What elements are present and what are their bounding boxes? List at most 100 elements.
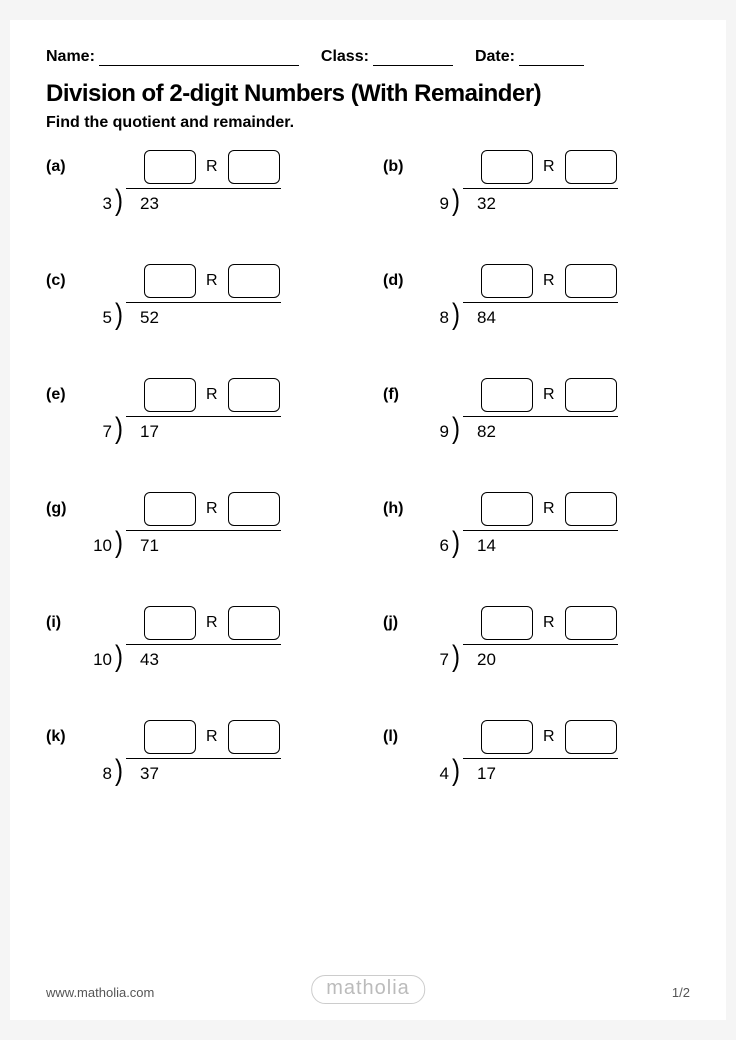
divisor: 5: [84, 308, 112, 328]
division-bracket: ): [452, 186, 460, 216]
remainder-box[interactable]: [565, 378, 617, 412]
vinculum-line: [126, 644, 281, 645]
remainder-box[interactable]: [228, 150, 280, 184]
quotient-box[interactable]: [144, 606, 196, 640]
division-bracket: ): [452, 528, 460, 558]
vinculum-line: [463, 302, 618, 303]
problem-label: (f): [383, 378, 411, 404]
problem-label: (b): [383, 150, 411, 176]
problem: (f) R ) 9 82: [383, 378, 690, 456]
vinculum-line: [126, 758, 281, 759]
problem: (k) R ) 8 37: [46, 720, 353, 798]
division-layout: R ) 10 71: [84, 492, 314, 570]
divisor: 9: [421, 194, 449, 214]
instruction-text: Find the quotient and remainder.: [46, 114, 690, 132]
remainder-box[interactable]: [565, 606, 617, 640]
remainder-box[interactable]: [565, 150, 617, 184]
divisor: 3: [84, 194, 112, 214]
page-number: 1/2: [672, 985, 690, 1000]
problem-label: (a): [46, 150, 74, 176]
remainder-box[interactable]: [228, 378, 280, 412]
remainder-label: R: [543, 500, 555, 518]
problem: (e) R ) 7 17: [46, 378, 353, 456]
problem-label: (i): [46, 606, 74, 632]
vinculum-line: [126, 302, 281, 303]
division-layout: R ) 5 52: [84, 264, 314, 342]
vinculum-line: [463, 530, 618, 531]
problems-grid: (a) R ) 3 23 (b) R ): [46, 150, 690, 798]
division-bracket: ): [452, 756, 460, 786]
division-bracket: ): [115, 756, 123, 786]
division-bracket: ): [452, 300, 460, 330]
quotient-box[interactable]: [481, 606, 533, 640]
date-label: Date:: [475, 48, 515, 66]
answer-row: R: [144, 492, 280, 526]
division-layout: R ) 9 82: [421, 378, 651, 456]
vinculum-line: [463, 416, 618, 417]
vinculum-line: [126, 188, 281, 189]
division-layout: R ) 8 84: [421, 264, 651, 342]
remainder-box[interactable]: [228, 720, 280, 754]
name-label: Name:: [46, 48, 95, 66]
quotient-box[interactable]: [481, 150, 533, 184]
remainder-box[interactable]: [565, 720, 617, 754]
class-input-line[interactable]: [373, 48, 453, 66]
quotient-box[interactable]: [144, 720, 196, 754]
remainder-box[interactable]: [228, 606, 280, 640]
problem-label: (c): [46, 264, 74, 290]
division-layout: R ) 7 17: [84, 378, 314, 456]
dividend: 37: [140, 764, 159, 784]
problem-label: (k): [46, 720, 74, 746]
remainder-label: R: [543, 158, 555, 176]
vinculum-line: [463, 188, 618, 189]
remainder-label: R: [206, 272, 218, 290]
division-layout: R ) 6 14: [421, 492, 651, 570]
remainder-box[interactable]: [565, 264, 617, 298]
answer-row: R: [144, 378, 280, 412]
quotient-box[interactable]: [481, 720, 533, 754]
divisor: 9: [421, 422, 449, 442]
remainder-label: R: [206, 158, 218, 176]
quotient-box[interactable]: [144, 264, 196, 298]
division-bracket: ): [115, 642, 123, 672]
vinculum-line: [463, 644, 618, 645]
divisor: 10: [84, 650, 112, 670]
division-bracket: ): [115, 414, 123, 444]
problem: (b) R ) 9 32: [383, 150, 690, 228]
quotient-box[interactable]: [481, 378, 533, 412]
dividend: 20: [477, 650, 496, 670]
problem-label: (j): [383, 606, 411, 632]
quotient-box[interactable]: [481, 492, 533, 526]
answer-row: R: [481, 720, 617, 754]
dividend: 71: [140, 536, 159, 556]
dividend: 32: [477, 194, 496, 214]
quotient-box[interactable]: [144, 150, 196, 184]
problem-label: (d): [383, 264, 411, 290]
problem: (h) R ) 6 14: [383, 492, 690, 570]
footer: www.matholia.com matholia 1/2: [46, 985, 690, 1000]
remainder-label: R: [543, 728, 555, 746]
divisor: 8: [84, 764, 112, 784]
dividend: 17: [140, 422, 159, 442]
problem-label: (e): [46, 378, 74, 404]
division-bracket: ): [115, 300, 123, 330]
remainder-label: R: [543, 614, 555, 632]
vinculum-line: [463, 758, 618, 759]
quotient-box[interactable]: [144, 378, 196, 412]
quotient-box[interactable]: [144, 492, 196, 526]
remainder-box[interactable]: [228, 264, 280, 298]
division-bracket: ): [452, 414, 460, 444]
division-bracket: ): [452, 642, 460, 672]
problem: (d) R ) 8 84: [383, 264, 690, 342]
date-input-line[interactable]: [519, 48, 584, 66]
remainder-label: R: [543, 386, 555, 404]
remainder-label: R: [206, 386, 218, 404]
remainder-box[interactable]: [565, 492, 617, 526]
brand-logo: matholia: [311, 975, 425, 1004]
divisor: 8: [421, 308, 449, 328]
name-input-line[interactable]: [99, 48, 299, 66]
dividend: 52: [140, 308, 159, 328]
remainder-box[interactable]: [228, 492, 280, 526]
divisor: 10: [84, 536, 112, 556]
quotient-box[interactable]: [481, 264, 533, 298]
